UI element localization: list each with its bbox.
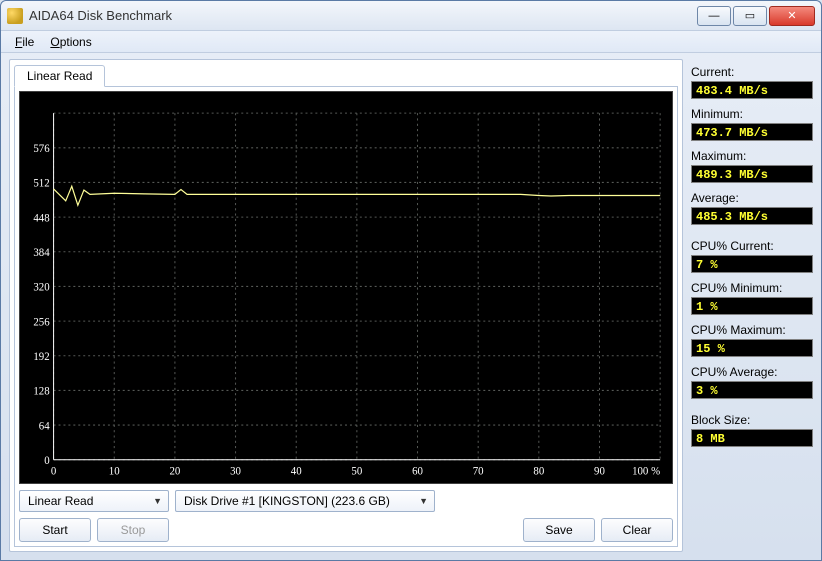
content-area: Linear Read MB/s 10:11 06412819225632038… — [1, 53, 821, 560]
value-block-size: 8 MB — [691, 429, 813, 447]
label-cpu-maximum: CPU% Maximum: — [691, 323, 813, 337]
label-cpu-minimum: CPU% Minimum: — [691, 281, 813, 295]
maximize-button[interactable]: ▭ — [733, 6, 767, 26]
menu-file[interactable]: File — [9, 33, 40, 51]
chevron-down-icon: ▼ — [417, 496, 430, 506]
svg-text:60: 60 — [412, 465, 423, 477]
value-minimum: 473.7 MB/s — [691, 123, 813, 141]
svg-text:70: 70 — [473, 465, 484, 477]
tab-body: MB/s 10:11 06412819225632038444851257601… — [14, 86, 678, 547]
chevron-down-icon: ▼ — [151, 496, 164, 506]
svg-text:512: 512 — [33, 177, 49, 189]
test-type-value: Linear Read — [28, 494, 93, 508]
stop-button: Stop — [97, 518, 169, 542]
label-maximum: Maximum: — [691, 149, 813, 163]
label-cpu-current: CPU% Current: — [691, 239, 813, 253]
value-maximum: 489.3 MB/s — [691, 165, 813, 183]
minimize-button[interactable]: — — [697, 6, 731, 26]
svg-text:30: 30 — [230, 465, 241, 477]
test-type-select[interactable]: Linear Read ▼ — [19, 490, 169, 512]
drive-select[interactable]: Disk Drive #1 [KINGSTON] (223.6 GB) ▼ — [175, 490, 435, 512]
chart-area: MB/s 10:11 06412819225632038444851257601… — [19, 91, 673, 484]
svg-text:80: 80 — [533, 465, 544, 477]
window-title: AIDA64 Disk Benchmark — [29, 8, 697, 23]
app-window: AIDA64 Disk Benchmark — ▭ ✕ File Options… — [0, 0, 822, 561]
controls: Linear Read ▼ Disk Drive #1 [KINGSTON] (… — [19, 484, 673, 542]
stats-panel: Current: 483.4 MB/s Minimum: 473.7 MB/s … — [691, 59, 813, 552]
label-minimum: Minimum: — [691, 107, 813, 121]
titlebar[interactable]: AIDA64 Disk Benchmark — ▭ ✕ — [1, 1, 821, 31]
clear-button[interactable]: Clear — [601, 518, 673, 542]
start-button[interactable]: Start — [19, 518, 91, 542]
svg-text:0: 0 — [51, 465, 57, 477]
left-pane: Linear Read MB/s 10:11 06412819225632038… — [9, 59, 683, 552]
chart-svg: 0 64 128 192 256 320 384 448 512 576 0 10 20 30 40 50 60… — [20, 92, 672, 483]
svg-text:0: 0 — [44, 455, 50, 467]
svg-text:192: 192 — [33, 351, 49, 363]
drive-value: Disk Drive #1 [KINGSTON] (223.6 GB) — [184, 494, 390, 508]
value-cpu-maximum: 15 % — [691, 339, 813, 357]
save-button[interactable]: Save — [523, 518, 595, 542]
value-cpu-average: 3 % — [691, 381, 813, 399]
svg-text:64: 64 — [39, 420, 50, 432]
svg-text:50: 50 — [351, 465, 362, 477]
svg-text:10: 10 — [109, 465, 120, 477]
close-button[interactable]: ✕ — [769, 6, 815, 26]
svg-text:40: 40 — [291, 465, 302, 477]
value-current: 483.4 MB/s — [691, 81, 813, 99]
svg-text:128: 128 — [33, 385, 50, 397]
tab-linear-read[interactable]: Linear Read — [14, 65, 105, 87]
label-average: Average: — [691, 191, 813, 205]
svg-text:100 %: 100 % — [632, 465, 660, 477]
svg-text:384: 384 — [33, 247, 50, 259]
svg-text:90: 90 — [594, 465, 605, 477]
label-current: Current: — [691, 65, 813, 79]
menu-options[interactable]: Options — [44, 33, 97, 51]
value-average: 485.3 MB/s — [691, 207, 813, 225]
svg-text:256: 256 — [33, 316, 50, 328]
menubar: File Options — [1, 31, 821, 53]
label-block-size: Block Size: — [691, 413, 813, 427]
value-cpu-minimum: 1 % — [691, 297, 813, 315]
tabstrip: Linear Read — [14, 64, 678, 86]
app-icon — [7, 8, 23, 24]
svg-text:448: 448 — [33, 212, 50, 224]
svg-text:320: 320 — [33, 281, 50, 293]
svg-text:576: 576 — [33, 143, 50, 155]
label-cpu-average: CPU% Average: — [691, 365, 813, 379]
svg-text:20: 20 — [169, 465, 180, 477]
window-controls: — ▭ ✕ — [697, 6, 815, 26]
value-cpu-current: 7 % — [691, 255, 813, 273]
